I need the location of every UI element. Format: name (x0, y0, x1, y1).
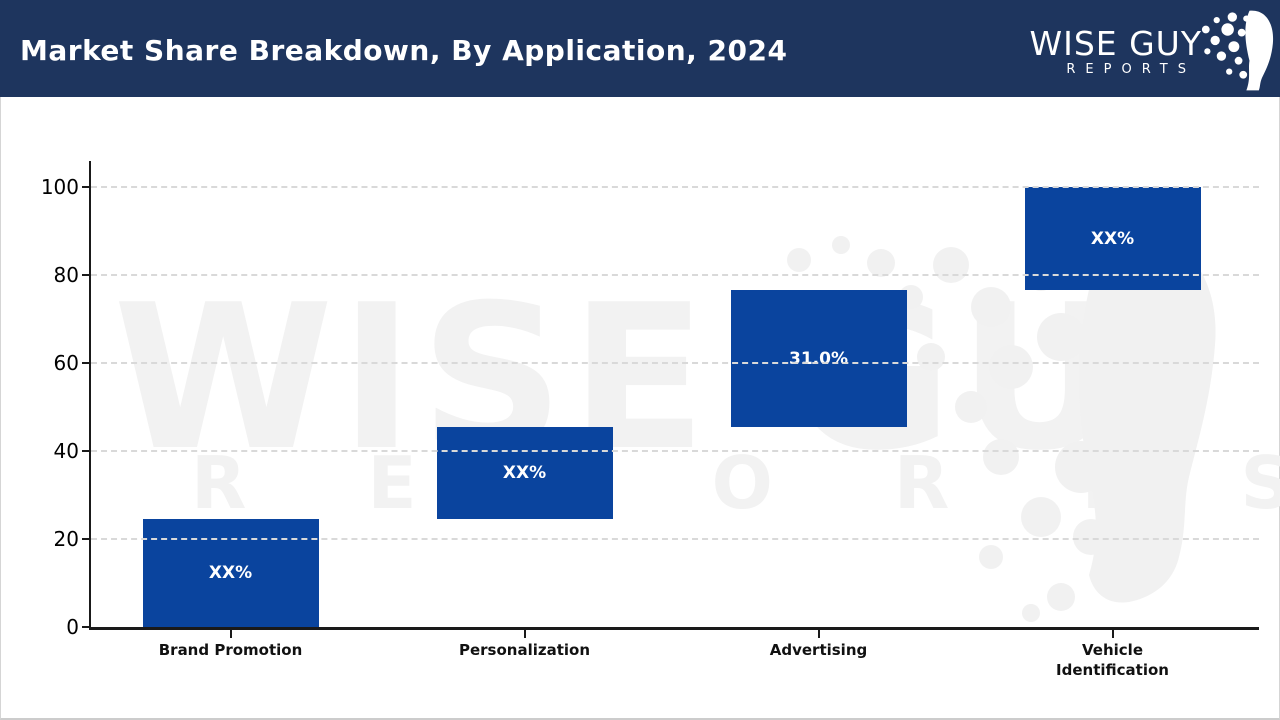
gridline-40 (91, 450, 1259, 452)
x-tick-mark (229, 630, 232, 638)
y-tick-mark (82, 362, 89, 364)
logo-wordmark: WISE GUY (1029, 24, 1202, 63)
x-tick-mark (1111, 630, 1114, 638)
bar-brand-promotion: XX% (142, 519, 319, 627)
bar-value-label: XX% (502, 462, 547, 483)
wiseguy-logo: WISE GUY REPORTS (990, 0, 1280, 97)
y-tick-label: 40 (53, 439, 79, 463)
x-category-label: Personalization (458, 641, 591, 659)
gridline-80 (91, 274, 1259, 276)
bar-value-label: XX% (1090, 228, 1135, 249)
y-tick-mark (82, 186, 89, 188)
y-tick-mark (82, 538, 89, 540)
x-tick-mark (523, 630, 526, 638)
y-tick-label: 0 (66, 615, 79, 639)
y-tick-label: 20 (53, 527, 79, 551)
y-tick-label: 80 (53, 263, 79, 287)
x-category-label: Vehicle Identification (1056, 641, 1169, 679)
bar-advertising: 31.0% (730, 290, 907, 427)
y-tick-mark (82, 626, 89, 628)
gridline-60 (91, 362, 1259, 364)
chart-title: Market Share Breakdown, By Application, … (20, 34, 788, 67)
logo-subtitle: REPORTS (1066, 62, 1196, 77)
wiseguy-face-watermark-icon (787, 233, 1216, 622)
y-tick-label: 100 (40, 175, 79, 199)
header-bar: Market Share Breakdown, By Application, … (0, 0, 1280, 97)
bar-value-label: XX% (208, 563, 253, 584)
gridline-100 (91, 186, 1259, 188)
chart-canvas: WISE GU R E P O R T S 0 20 40 60 80 100 XX% XX… (0, 97, 1280, 720)
y-tick-label: 60 (53, 351, 79, 375)
y-tick-mark (82, 274, 89, 276)
bar-vehicle-identification: XX% (1024, 187, 1201, 291)
x-axis-line (89, 627, 1259, 630)
watermark-wordmark: WISE GU (113, 262, 1127, 495)
bar-personalization: XX% (436, 426, 613, 520)
gridline-20 (91, 538, 1259, 540)
y-tick-mark (82, 450, 89, 452)
x-category-label: Brand Promotion (158, 641, 303, 659)
y-axis-line (89, 161, 91, 630)
x-tick-mark (817, 630, 820, 638)
x-category-label: Advertising (769, 641, 868, 659)
bar-value-label: 31.0% (789, 348, 848, 369)
wiseguy-face-icon (1201, 10, 1274, 91)
